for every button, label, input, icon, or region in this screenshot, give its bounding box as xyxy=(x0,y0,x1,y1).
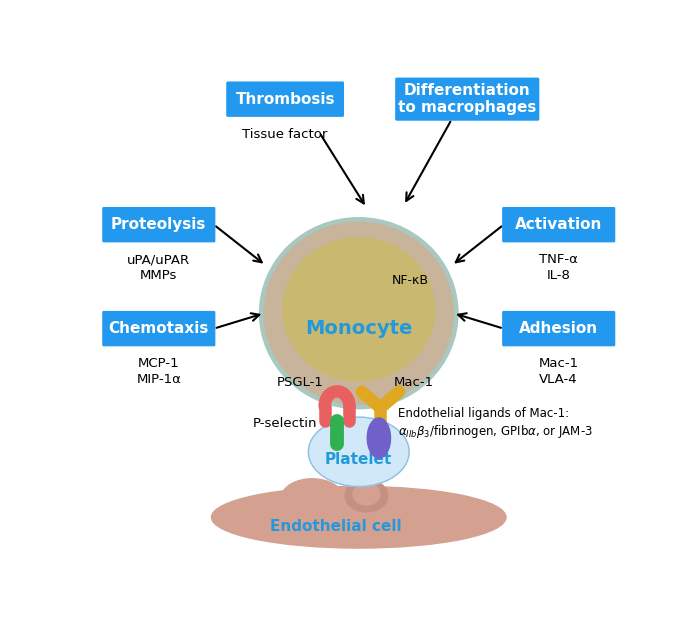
Text: NF-κB: NF-κB xyxy=(391,274,428,288)
Ellipse shape xyxy=(281,479,343,517)
FancyBboxPatch shape xyxy=(102,207,216,242)
Text: Endothelial cell: Endothelial cell xyxy=(270,519,401,534)
Text: Adhesion: Adhesion xyxy=(519,321,598,336)
Ellipse shape xyxy=(211,486,506,548)
Text: Thrombosis: Thrombosis xyxy=(235,92,335,107)
Text: Differentiation
to macrophages: Differentiation to macrophages xyxy=(398,83,536,116)
Text: Mac-1
VLA-4: Mac-1 VLA-4 xyxy=(538,357,579,386)
Text: PSGL-1: PSGL-1 xyxy=(277,376,324,389)
Ellipse shape xyxy=(353,483,380,505)
Ellipse shape xyxy=(264,222,454,404)
Ellipse shape xyxy=(345,479,388,512)
Text: Monocyte: Monocyte xyxy=(305,319,412,338)
Text: TNF-α
IL-8: TNF-α IL-8 xyxy=(539,253,578,282)
Ellipse shape xyxy=(260,218,458,409)
Text: Tissue factor: Tissue factor xyxy=(242,128,328,140)
FancyBboxPatch shape xyxy=(395,78,539,120)
FancyBboxPatch shape xyxy=(102,311,216,347)
Text: Activation: Activation xyxy=(515,217,603,232)
FancyBboxPatch shape xyxy=(502,311,615,347)
Ellipse shape xyxy=(309,417,409,486)
FancyBboxPatch shape xyxy=(502,207,615,242)
Text: Endothelial ligands of Mac-1:
$\alpha_{IIb}\beta_3$/fibrinogen, GPIb$\alpha$, or: Endothelial ligands of Mac-1: $\alpha_{I… xyxy=(398,407,592,440)
Text: uPA/uPAR
MMPs: uPA/uPAR MMPs xyxy=(127,253,190,282)
Text: Mac-1: Mac-1 xyxy=(393,376,434,389)
Text: Chemotaxis: Chemotaxis xyxy=(108,321,209,336)
Ellipse shape xyxy=(283,238,435,381)
Text: MCP-1
MIP-1α: MCP-1 MIP-1α xyxy=(136,357,181,386)
Text: Proteolysis: Proteolysis xyxy=(111,217,206,232)
FancyBboxPatch shape xyxy=(226,81,344,117)
Text: Platelet: Platelet xyxy=(325,452,393,467)
Text: P-selectin: P-selectin xyxy=(253,417,317,430)
Ellipse shape xyxy=(368,418,391,458)
